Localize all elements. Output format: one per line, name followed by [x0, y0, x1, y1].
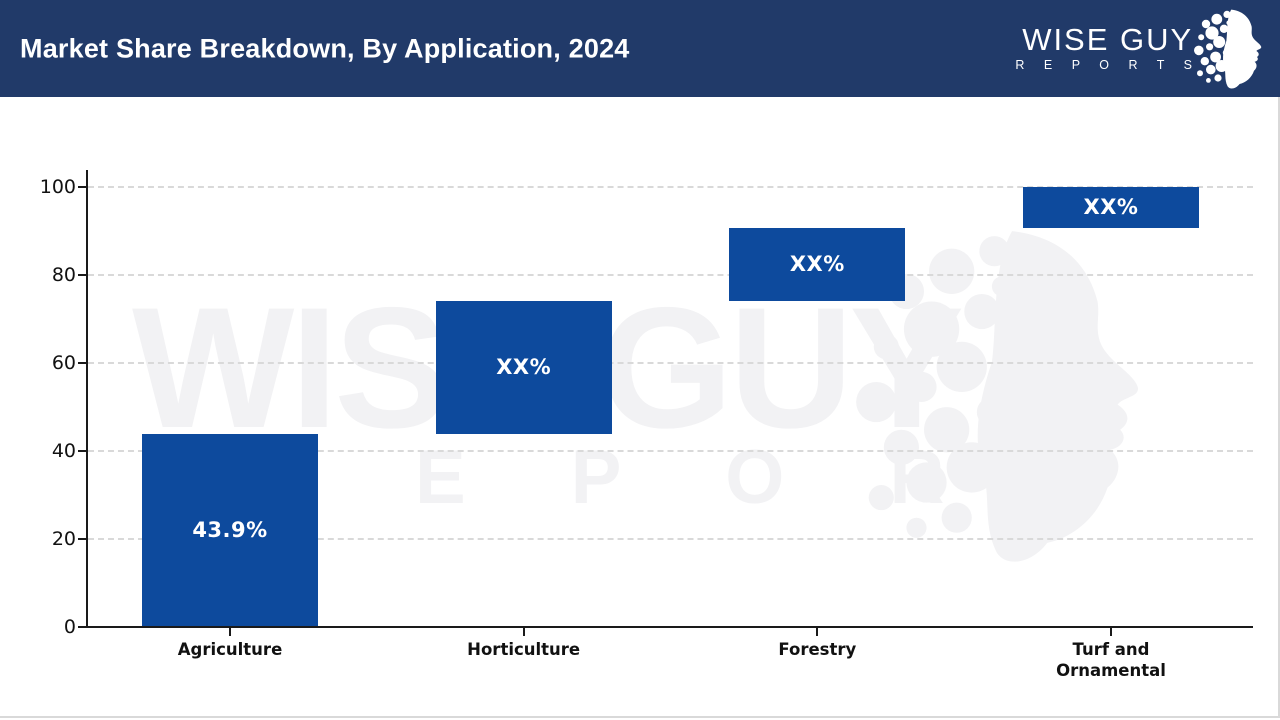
logo-wordmark: WISE GUY [1022, 21, 1194, 57]
gridline-100 [88, 186, 1253, 188]
header: Market Share Breakdown, By Application, … [0, 0, 1280, 97]
y-tick-label-40: 40 [51, 440, 76, 462]
x-category-label: Horticulture [467, 640, 581, 659]
x-tick [229, 628, 231, 636]
bar-value-label: XX% [789, 252, 845, 277]
y-tick-0 [78, 626, 86, 628]
bar-value-label: XX% [1083, 195, 1139, 220]
brand-logo: WISE GUY R E P O R T S [1015, 6, 1266, 90]
y-tick-label-60: 60 [51, 352, 76, 374]
y-tick-label-80: 80 [51, 264, 76, 286]
x-category-label: Turf and Ornamental [1056, 640, 1166, 680]
x-tick [816, 628, 819, 636]
logo-head-icon [1194, 9, 1262, 89]
y-tick-80 [78, 274, 86, 276]
bar-segment: XX% [435, 300, 612, 434]
y-tick-100 [78, 186, 86, 188]
bar-value-label: XX% [496, 355, 552, 380]
bar-segment: XX% [729, 227, 906, 301]
gridline-40 [88, 450, 1253, 452]
x-axis-line [86, 626, 1253, 628]
watermark-head-icon [856, 231, 1138, 562]
y-axis-line [86, 170, 88, 628]
x-category-label: Agriculture [177, 640, 283, 659]
bottom-rule [0, 716, 1280, 718]
bar-segment: 43.9% [142, 433, 318, 627]
y-tick-label-0: 0 [63, 616, 76, 638]
page-title: Market Share Breakdown, By Application, … [20, 33, 630, 63]
x-category-label: Forestry [778, 640, 857, 659]
bar-segment: XX% [1023, 187, 1199, 228]
gridline-20 [88, 538, 1253, 540]
y-tick-label-20: 20 [51, 528, 76, 550]
y-tick-label-100: 100 [39, 176, 76, 198]
x-tick [1110, 628, 1112, 636]
y-tick-20 [78, 538, 86, 540]
x-tick [522, 628, 525, 636]
right-rule [1278, 97, 1280, 717]
logo-subtext: R E P O R T S [1015, 58, 1200, 73]
gridline-60 [88, 362, 1253, 364]
gridline-80 [88, 274, 1253, 276]
bar-value-label: 43.9% [192, 518, 268, 543]
y-tick-60 [78, 362, 86, 364]
y-tick-40 [78, 450, 86, 452]
